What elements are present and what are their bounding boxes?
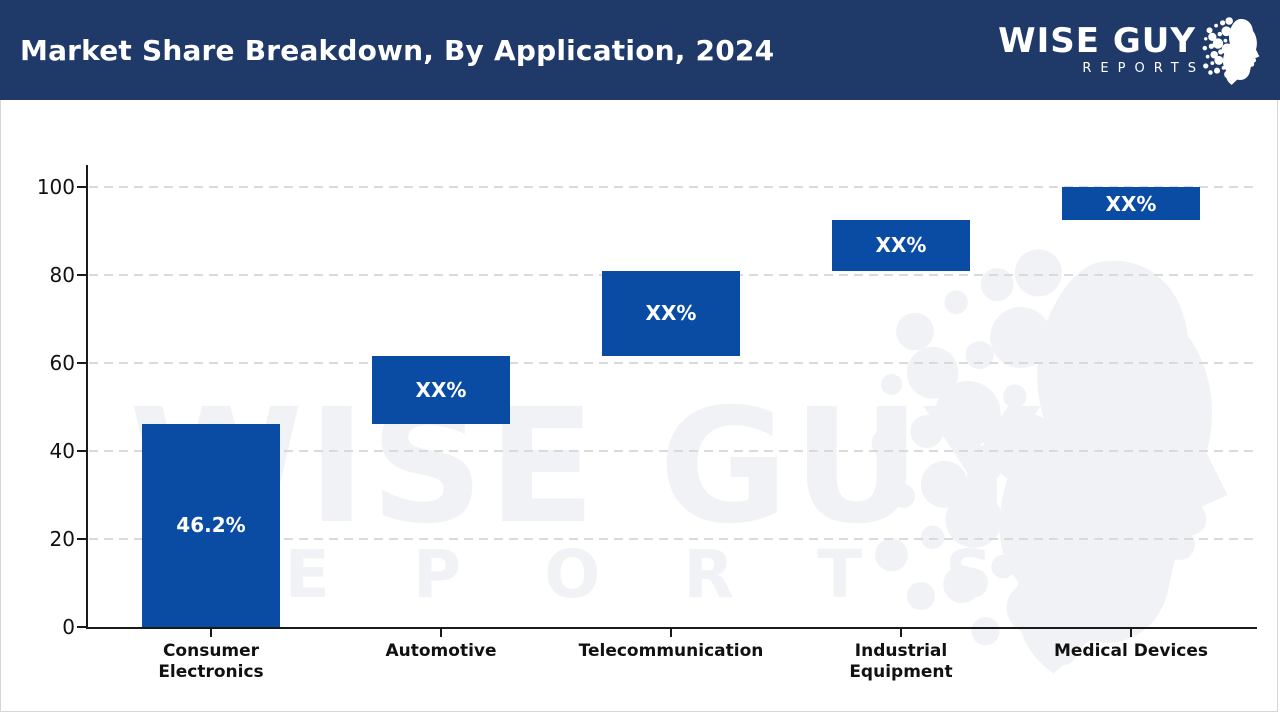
x-axis-tick	[670, 629, 672, 637]
bar-value-label: XX%	[875, 233, 927, 258]
category-label-line: Telecommunication	[578, 641, 764, 661]
category-label-line: Industrial	[854, 641, 948, 661]
y-axis-tick	[77, 362, 86, 364]
category-label-consumer-electronics: Consumer Electronics	[91, 641, 331, 683]
wiseguy-head-icon	[1202, 17, 1260, 85]
bar-automotive: XX%	[372, 355, 510, 424]
page-title: Market Share Breakdown, By Application, …	[20, 33, 775, 67]
x-axis-spine	[86, 627, 1257, 629]
brand-name: WISE GUY	[998, 21, 1196, 61]
gridline-60	[89, 362, 1255, 364]
y-axis-tick	[77, 450, 86, 452]
x-axis-tick	[440, 629, 442, 637]
y-axis-tick	[77, 186, 86, 188]
gridline-100	[89, 186, 1255, 188]
watermark-subtext: R E P O R T S	[151, 536, 1023, 613]
y-axis-tick-label: 40	[49, 439, 75, 463]
y-axis-tick-label: 0	[62, 615, 75, 639]
header: Market Share Breakdown, By Application, …	[0, 0, 1280, 100]
category-label-line: Automotive	[385, 641, 497, 661]
brand-text: WISE GUY REPORTS	[998, 24, 1196, 76]
gridline-20	[89, 538, 1255, 540]
y-axis-tick-label: 80	[49, 263, 75, 287]
category-label-industrial-equipment: Industrial Equipment	[781, 641, 1021, 683]
footer-gap	[0, 713, 1280, 720]
bar-medical-devices: XX%	[1062, 187, 1200, 220]
bar-telecommunication: XX%	[602, 270, 740, 356]
bar-value-label: XX%	[415, 377, 467, 402]
category-label-line: Consumer	[162, 641, 260, 661]
y-axis-tick-label: 60	[49, 351, 75, 375]
x-axis-tick	[900, 629, 902, 637]
category-label-automotive: Automotive	[321, 641, 561, 662]
y-axis-tick	[77, 538, 86, 540]
watermark-text: WISE GUY	[129, 375, 1044, 559]
category-label-medical-devices: Medical Devices	[1011, 641, 1251, 662]
brand-logo: WISE GUY REPORTS	[998, 11, 1262, 89]
bar-value-label: XX%	[1105, 191, 1157, 216]
category-label-telecommunication: Telecommunication	[551, 641, 791, 662]
category-label-line: Medical Devices	[1053, 641, 1208, 661]
x-axis-tick	[1130, 629, 1132, 637]
y-axis-tick-label: 100	[36, 175, 75, 199]
y-axis-spine	[86, 165, 88, 629]
bar-consumer-electronics: 46.2%	[142, 423, 280, 627]
bar-value-label: XX%	[645, 301, 697, 326]
gridline-40	[89, 450, 1255, 452]
brand-subtitle: REPORTS	[1082, 61, 1205, 76]
y-axis-tick	[77, 626, 86, 628]
bar-value-label: 46.2%	[176, 513, 246, 538]
category-label-line: Equipment	[849, 662, 953, 682]
category-label-line: Electronics	[158, 662, 264, 682]
y-axis-tick	[77, 274, 86, 276]
x-axis-tick	[210, 629, 212, 637]
bar-industrial-equipment: XX%	[832, 220, 970, 271]
y-axis-tick-label: 20	[49, 527, 75, 551]
